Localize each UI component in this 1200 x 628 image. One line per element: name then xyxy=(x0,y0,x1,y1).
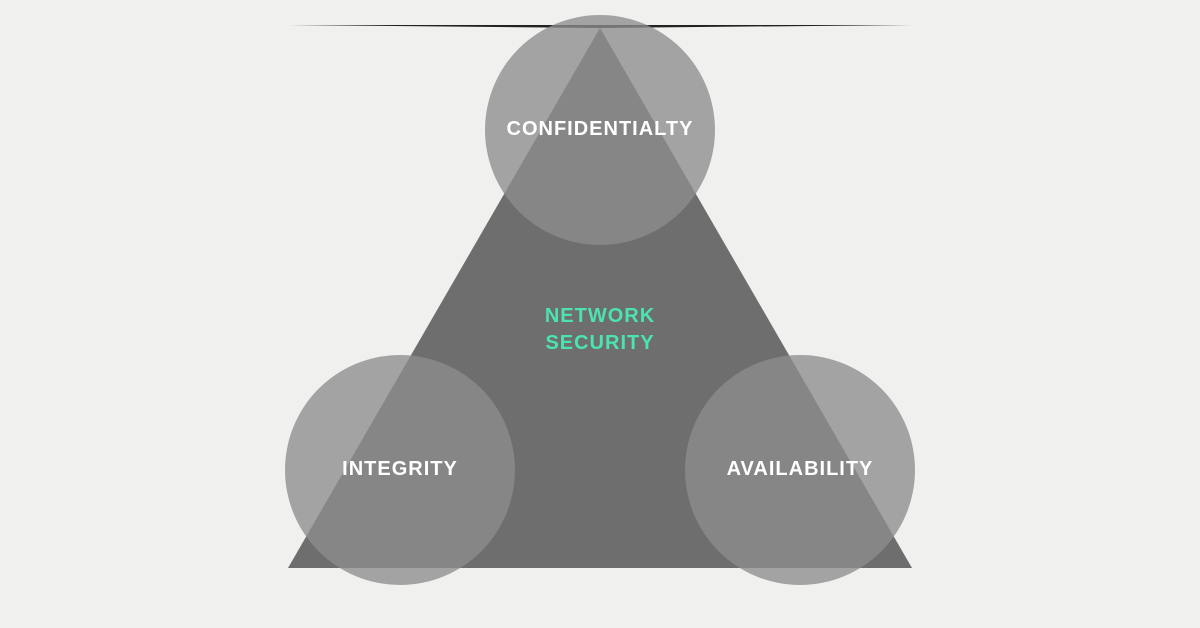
center-label-line1: NETWORK xyxy=(545,305,655,327)
center-label-line2: SECURITY xyxy=(545,332,654,354)
label-confidentiality: CONFIDENTIALTY xyxy=(470,118,730,141)
diagram-canvas: CONFIDENTIALTY INTEGRITY AVAILABILITY NE… xyxy=(0,0,1200,628)
label-availability: AVAILABILITY xyxy=(670,458,930,481)
label-integrity: INTEGRITY xyxy=(270,458,530,481)
label-network-security: NETWORK SECURITY xyxy=(480,303,720,357)
